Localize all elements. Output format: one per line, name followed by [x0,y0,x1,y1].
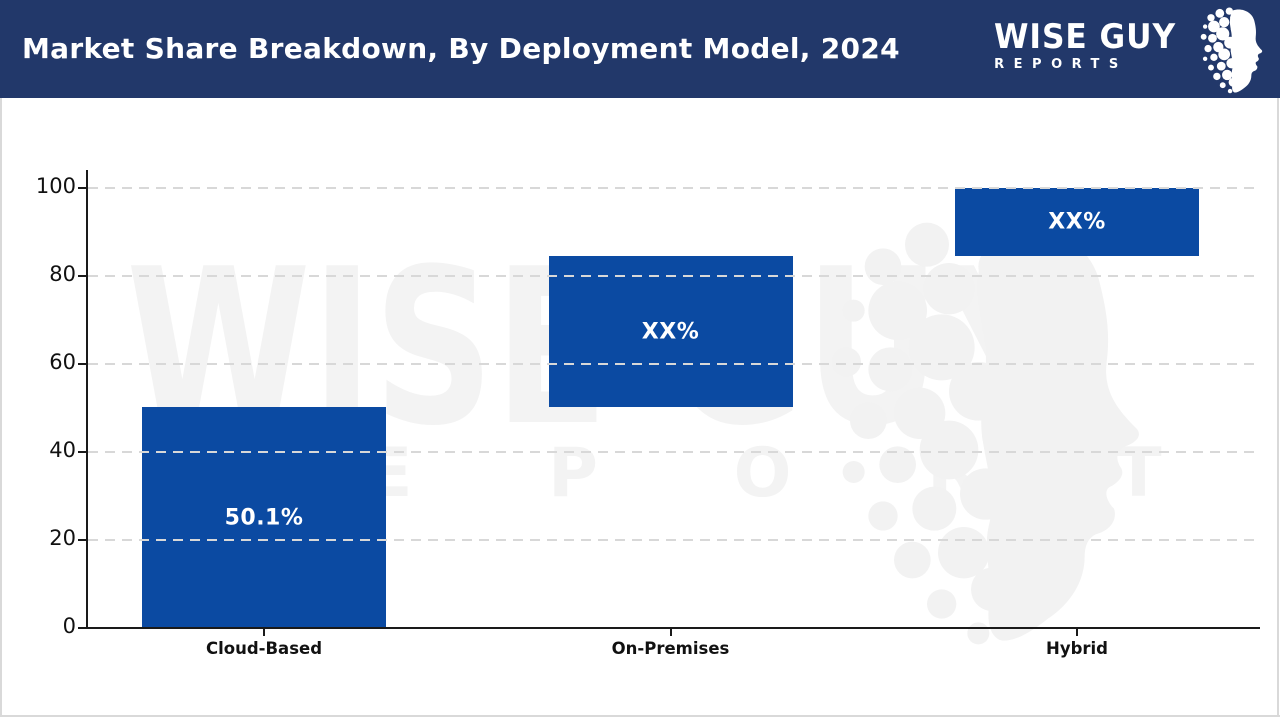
bar-on-premises [548,256,793,408]
card-border-bottom [0,715,1280,717]
logo-reports-label: REPORTS [994,57,1128,72]
chart-title: Market Share Breakdown, By Deployment Mo… [22,32,900,65]
x-axis-label-cloud-based: Cloud-Based [205,639,323,658]
bar-value-label: XX% [1048,209,1106,235]
gridline-y-60 [88,362,1260,365]
logo-head-icon [1200,7,1263,94]
y-axis-tick [78,627,86,629]
y-axis-tick-label: 40 [49,437,76,462]
header-bar: Market Share Breakdown, By Deployment Mo… [0,0,1280,98]
bar-hybrid [955,187,1199,257]
gridline-y-100 [88,186,1260,189]
bar-value-label: 50.1% [224,505,304,531]
card-border-right [1277,98,1279,717]
bar-cloud-based [142,407,386,628]
x-axis-tick [669,629,672,636]
gridline-y-80 [88,274,1260,277]
logo-wiseguy-label: WISE GUY [994,17,1177,57]
y-axis-tick [78,274,86,277]
y-axis-tick-label: 0 [62,614,76,638]
y-axis-tick [78,362,86,365]
y-axis-tick [78,538,86,541]
x-axis-label-hybrid: Hybrid [1046,639,1108,658]
x-axis-line [86,627,1260,629]
y-axis-tick-label: 100 [35,173,76,198]
y-axis-tick-label: 80 [49,261,76,286]
y-axis-line [86,170,88,628]
card-border-left [0,98,2,717]
x-axis-tick [1076,629,1078,636]
wiseguy-logo: WISE GUY REPORTS [994,0,1270,98]
bar-value-label: XX% [641,319,700,345]
y-axis-tick-label: 60 [49,349,76,374]
gridline-y-20 [88,538,1260,541]
x-axis-label-on-premises: On-Premises [611,639,730,658]
gridline-y-40 [88,450,1260,453]
y-axis-tick [78,186,86,189]
logo-text: WISE GUY REPORTS [994,20,1192,72]
x-axis-tick [263,629,265,636]
y-axis-tick-label: 20 [49,525,76,550]
y-axis-tick [78,450,86,453]
